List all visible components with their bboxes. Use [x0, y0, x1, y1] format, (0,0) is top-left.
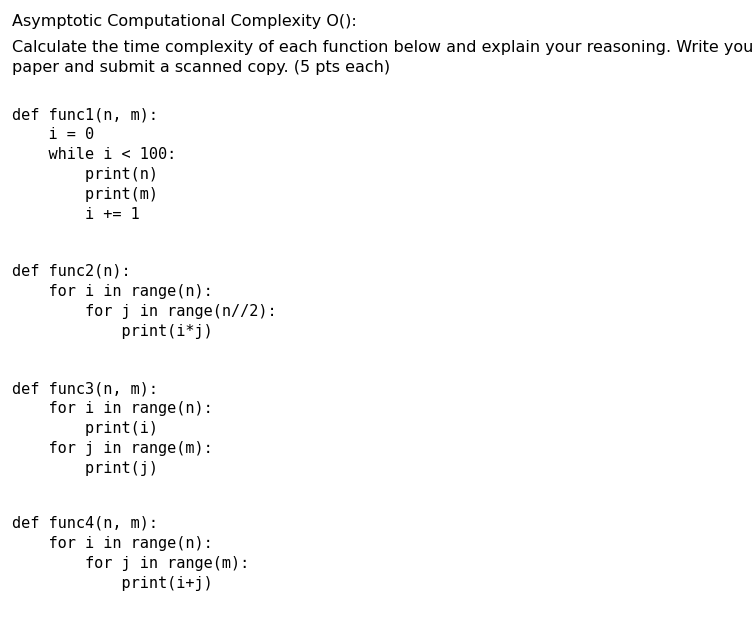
Text: def func4(n, m):: def func4(n, m): — [12, 516, 158, 531]
Text: print(i+j): print(i+j) — [12, 576, 213, 591]
Text: Asymptotic Computational Complexity O():: Asymptotic Computational Complexity O(): — [12, 14, 356, 29]
Text: def func2(n):: def func2(n): — [12, 264, 131, 279]
Text: def func3(n, m):: def func3(n, m): — [12, 381, 158, 396]
Text: i = 0: i = 0 — [12, 127, 94, 142]
Text: for i in range(n):: for i in range(n): — [12, 536, 213, 551]
Text: for j in range(m):: for j in range(m): — [12, 441, 213, 456]
Text: Calculate the time complexity of each function below and explain your reasoning.: Calculate the time complexity of each fu… — [12, 40, 752, 55]
Text: print(i*j): print(i*j) — [12, 324, 213, 339]
Text: for i in range(n):: for i in range(n): — [12, 284, 213, 299]
Text: for j in range(m):: for j in range(m): — [12, 556, 249, 571]
Text: while i < 100:: while i < 100: — [12, 147, 176, 162]
Text: print(n): print(n) — [12, 167, 158, 182]
Text: for i in range(n):: for i in range(n): — [12, 401, 213, 416]
Text: def func1(n, m):: def func1(n, m): — [12, 107, 158, 122]
Text: i += 1: i += 1 — [12, 207, 140, 222]
Text: print(i): print(i) — [12, 421, 158, 436]
Text: print(m): print(m) — [12, 187, 158, 202]
Text: paper and submit a scanned copy. (5 pts each): paper and submit a scanned copy. (5 pts … — [12, 60, 390, 75]
Text: for j in range(n//2):: for j in range(n//2): — [12, 304, 277, 319]
Text: print(j): print(j) — [12, 461, 158, 476]
